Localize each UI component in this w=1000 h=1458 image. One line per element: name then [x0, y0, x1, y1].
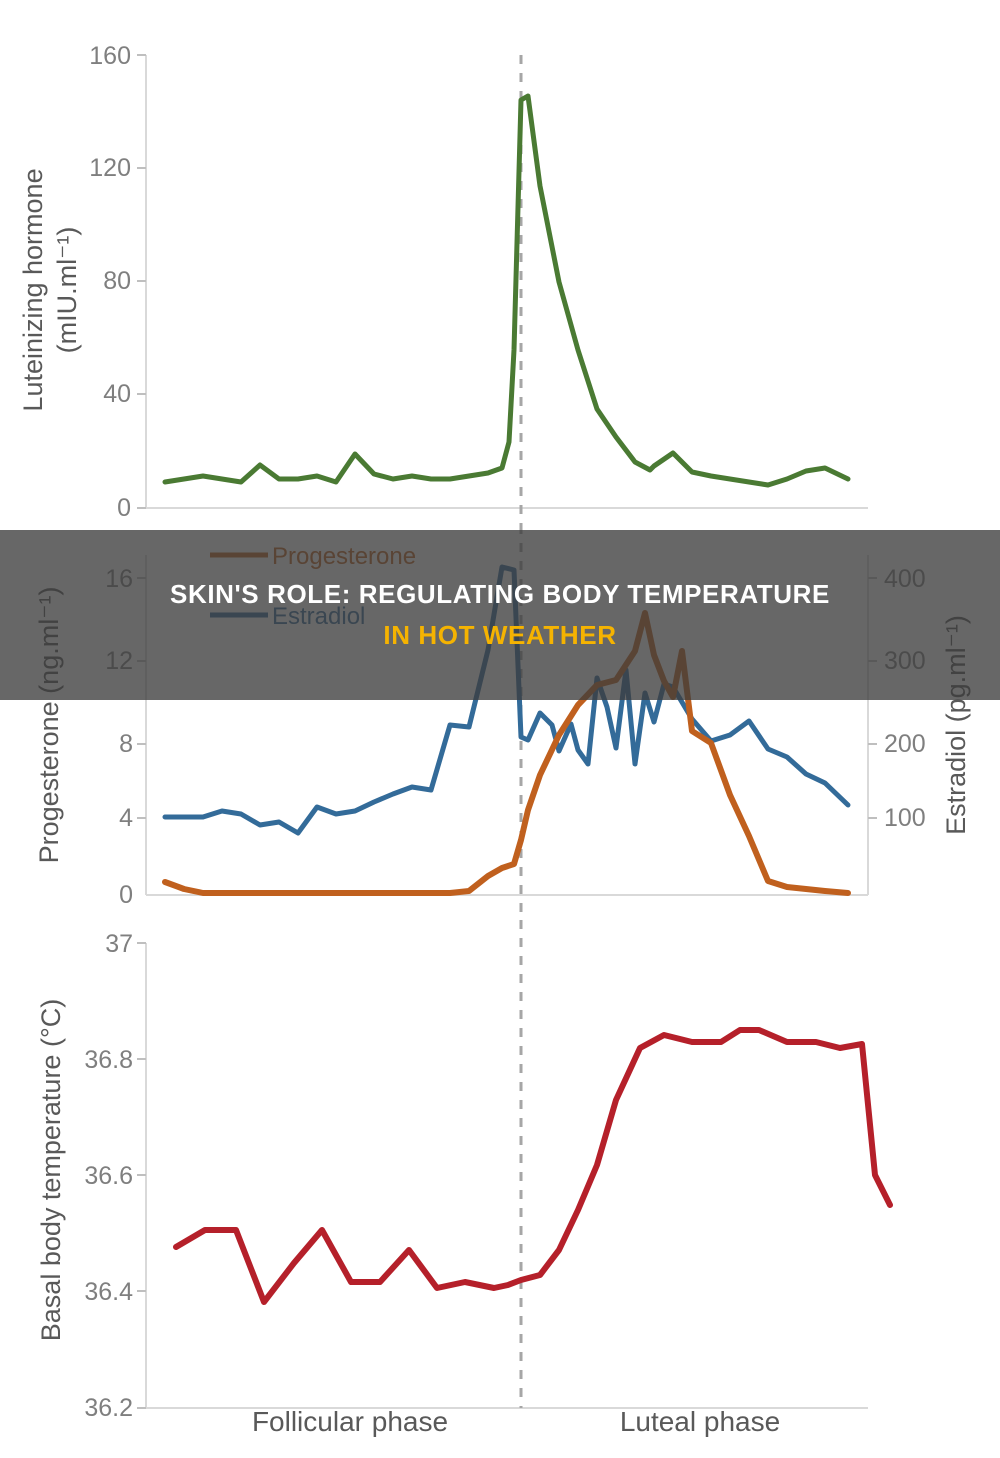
chart-panel-luteinizing-hormone: Luteinizing hormone (mIU.ml⁻¹) 160 120 8… — [18, 42, 868, 525]
panel2-ylabel-right: Estradiol (pg.ml⁻¹) — [941, 615, 971, 835]
legend: Progesterone Estradiol — [210, 543, 416, 630]
panel3-ylabel: Basal body temperature (°C) — [36, 999, 66, 1341]
series-basal-body-temperature — [173, 1027, 893, 1305]
chart-panel-progesterone-estradiol: Progesterone (ng.ml⁻¹) Estradiol (pg.ml⁻… — [34, 525, 971, 925]
phase-label-follicular: Follicular phase — [251, 1406, 449, 1437]
phase-label-follicular-wrap: Follicular phase — [180, 1406, 520, 1438]
panel2-right-ytick-200: 200 — [884, 730, 926, 758]
panel3-ytick-37: 37 — [105, 930, 133, 958]
panel1-ytick-120: 120 — [89, 154, 131, 182]
series-estradiol — [162, 564, 851, 836]
panel1-ytick-0: 0 — [117, 494, 131, 522]
panel1-ylabel-line1: Luteinizing hormone — [18, 168, 48, 411]
panel3-ytick-36.4: 36.4 — [84, 1278, 133, 1306]
panel3-ytick-36.2: 36.2 — [84, 1394, 133, 1422]
panel3-ytick-36.8: 36.8 — [84, 1046, 133, 1074]
legend-label-progesterone: Progesterone — [272, 543, 416, 570]
panel1-ytick-80: 80 — [103, 267, 131, 295]
panel2-left-ytick-16: 16 — [105, 565, 133, 593]
phase-label-luteal-wrap: Luteal phase — [530, 1406, 870, 1438]
legend-label-estradiol: Estradiol — [272, 603, 365, 630]
chart-panel-basal-body-temperature: Basal body temperature (°C) 37 36.8 36.6… — [36, 920, 893, 1422]
panel1-ytick-160: 160 — [89, 42, 131, 70]
panel3-ytick-36.6: 36.6 — [84, 1162, 133, 1190]
panel1-ytick-40: 40 — [103, 380, 131, 408]
panel2-right-ytick-100: 100 — [884, 804, 926, 832]
panel1-ylabel-line2: (mIU.ml⁻¹) — [52, 227, 82, 354]
series-progesterone — [162, 610, 851, 896]
panel2-ylabel-left: Progesterone (ng.ml⁻¹) — [34, 587, 64, 864]
phase-label-luteal: Luteal phase — [619, 1406, 781, 1437]
panel2-left-ytick-12: 12 — [105, 647, 133, 675]
panel2-right-ytick-300: 300 — [884, 647, 926, 675]
series-luteinizing-hormone — [162, 93, 851, 488]
panel2-right-ytick-400: 400 — [884, 565, 926, 593]
panel2-left-ytick-4: 4 — [119, 804, 133, 832]
panel2-left-ytick-8: 8 — [119, 730, 133, 758]
panel2-left-ytick-0: 0 — [119, 881, 133, 909]
